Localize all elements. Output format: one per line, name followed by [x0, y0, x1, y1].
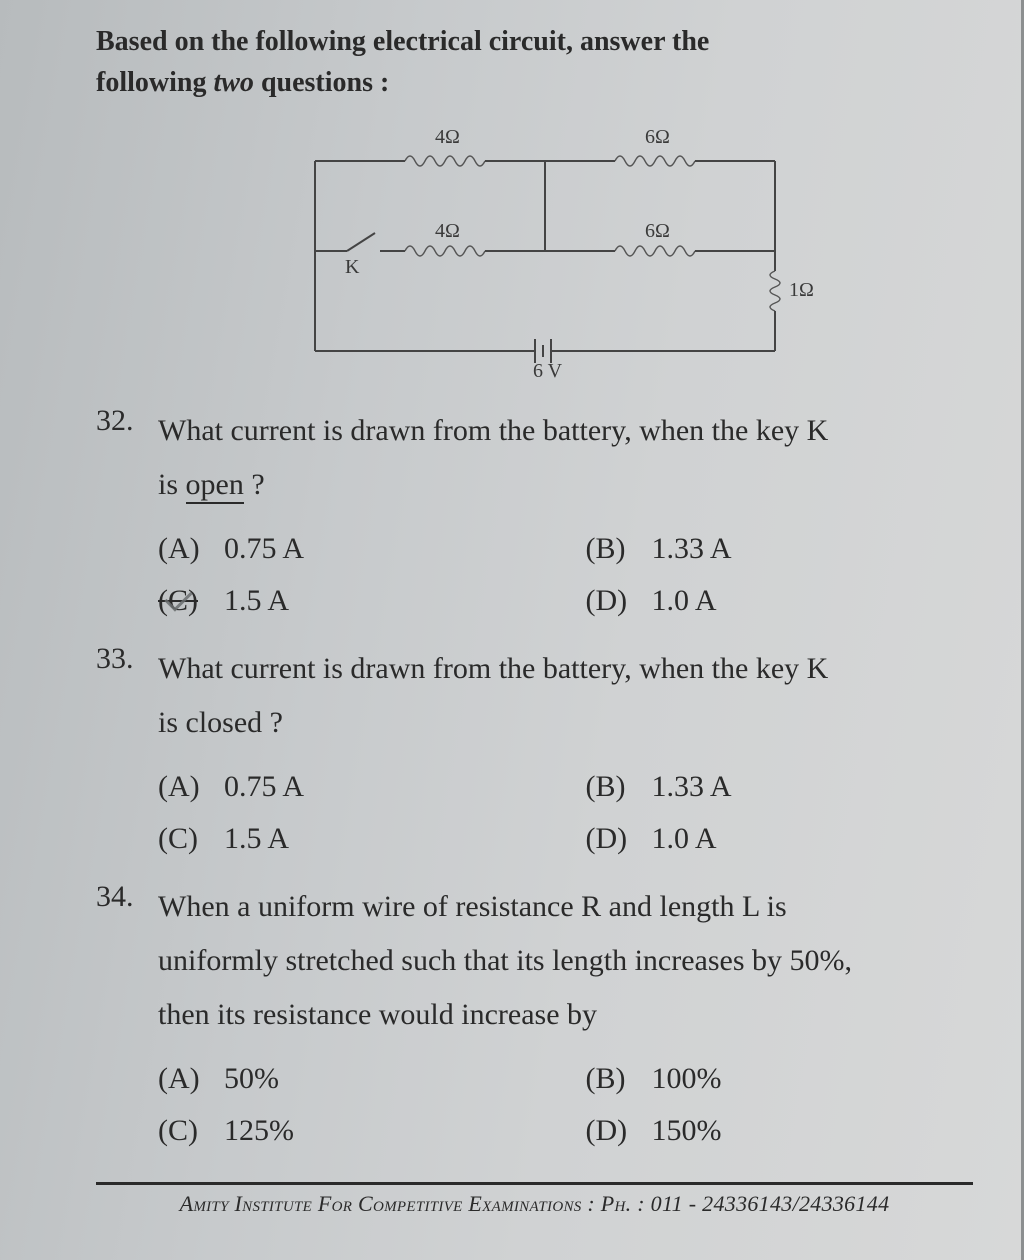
q33-b-lab: (B) [586, 770, 642, 804]
q34-a-lab: (A) [158, 1062, 214, 1096]
q33-d-val: 1.0 A [652, 822, 717, 856]
q34-opt-c: (C) 125% [158, 1114, 546, 1148]
intro-two: two [213, 67, 253, 98]
label-r5: 1Ω [789, 279, 814, 301]
label-r2: 6Ω [645, 126, 670, 148]
q32-num: 32. [96, 404, 158, 438]
q32-text: What current is drawn from the battery, … [158, 404, 973, 512]
q33-num: 33. [96, 642, 158, 676]
intro-line2b: questions : [254, 67, 389, 98]
q32-d-val: 1.0 A [652, 584, 717, 618]
q33-a-val: 0.75 A [224, 770, 304, 804]
q33-options: (A) 0.75 A (B) 1.33 A (C) 1.5 A (D) 1.0 … [158, 770, 973, 856]
q32-opt-b: (B) 1.33 A [586, 532, 974, 566]
q32-b-lab: (B) [586, 532, 642, 566]
q34-d-lab: (D) [586, 1114, 642, 1148]
q32-a-val: 0.75 A [224, 532, 304, 566]
q33-line1: What current is drawn from the battery, … [158, 652, 828, 685]
q32-a-lab: (A) [158, 532, 214, 566]
q33-opt-b: (B) 1.33 A [586, 770, 974, 804]
q32-line1: What current is drawn from the battery, … [158, 414, 828, 447]
q34-b-val: 100% [652, 1062, 722, 1096]
circuit-diagram: 4Ω 6Ω 4Ω 6Ω 1Ω K 6 V [96, 121, 973, 386]
q34-c-lab: (C) [158, 1114, 214, 1148]
q32-options: (A) 0.75 A (B) 1.33 A (C) 1.5 A (D) 1.0 … [158, 532, 973, 618]
q32-c-lab: (C) [158, 584, 214, 618]
q33-line2: is closed ? [158, 706, 283, 739]
page: Based on the following electrical circui… [0, 0, 1024, 1260]
label-6v: 6 V [533, 360, 563, 381]
q34-b-lab: (B) [586, 1062, 642, 1096]
q34-opt-a: (A) 50% [158, 1062, 546, 1096]
q34-line2: uniformly stretched such that its length… [158, 944, 852, 977]
q34-opt-b: (B) 100% [586, 1062, 974, 1096]
q33-b-val: 1.33 A [652, 770, 732, 804]
q32-opt-d: (D) 1.0 A [586, 584, 974, 618]
q34-d-val: 150% [652, 1114, 722, 1148]
q33-opt-c: (C) 1.5 A [158, 822, 546, 856]
q33-c-lab: (C) [158, 822, 214, 856]
q33-text: What current is drawn from the battery, … [158, 642, 973, 750]
q32-d-lab: (D) [586, 584, 642, 618]
q34-options: (A) 50% (B) 100% (C) 125% (D) 150% [158, 1062, 973, 1148]
footer-text: Amity Institute For Competitive Examinat… [96, 1191, 973, 1217]
intro-line2a: following [96, 67, 213, 98]
q33-c-val: 1.5 A [224, 822, 289, 856]
q34-a-val: 50% [224, 1062, 279, 1096]
q34-opt-d: (D) 150% [586, 1114, 974, 1148]
q32-b-val: 1.33 A [652, 532, 732, 566]
q33-opt-a: (A) 0.75 A [158, 770, 546, 804]
q34-num: 34. [96, 880, 158, 914]
q33-opt-d: (D) 1.0 A [586, 822, 974, 856]
footer-rule [96, 1182, 973, 1185]
question-32: 32. What current is drawn from the batte… [96, 404, 973, 512]
q34-line1: When a uniform wire of resistance R and … [158, 890, 787, 923]
q32-line2-prefix: is [158, 468, 186, 501]
q33-a-lab: (A) [158, 770, 214, 804]
intro-block: Based on the following electrical circui… [96, 22, 973, 103]
q32-open: open [186, 468, 244, 504]
intro-line1: Based on the following electrical circui… [96, 26, 709, 57]
question-34: 34. When a uniform wire of resistance R … [96, 880, 973, 1042]
q32-c-val: 1.5 A [224, 584, 289, 618]
question-33: 33. What current is drawn from the batte… [96, 642, 973, 750]
label-r3: 4Ω [435, 220, 460, 242]
circuit-svg: 4Ω 6Ω 4Ω 6Ω 1Ω K 6 V [255, 121, 815, 381]
q33-d-lab: (D) [586, 822, 642, 856]
label-k: K [345, 256, 360, 278]
q32-opt-a: (A) 0.75 A [158, 532, 546, 566]
q32-opt-c: (C) 1.5 A [158, 584, 546, 618]
q32-line2-suffix: ? [244, 468, 265, 501]
q34-c-val: 125% [224, 1114, 294, 1148]
label-r1: 4Ω [435, 126, 460, 148]
label-r4: 6Ω [645, 220, 670, 242]
q34-line3: then its resistance would increase by [158, 998, 597, 1031]
q34-text: When a uniform wire of resistance R and … [158, 880, 973, 1042]
